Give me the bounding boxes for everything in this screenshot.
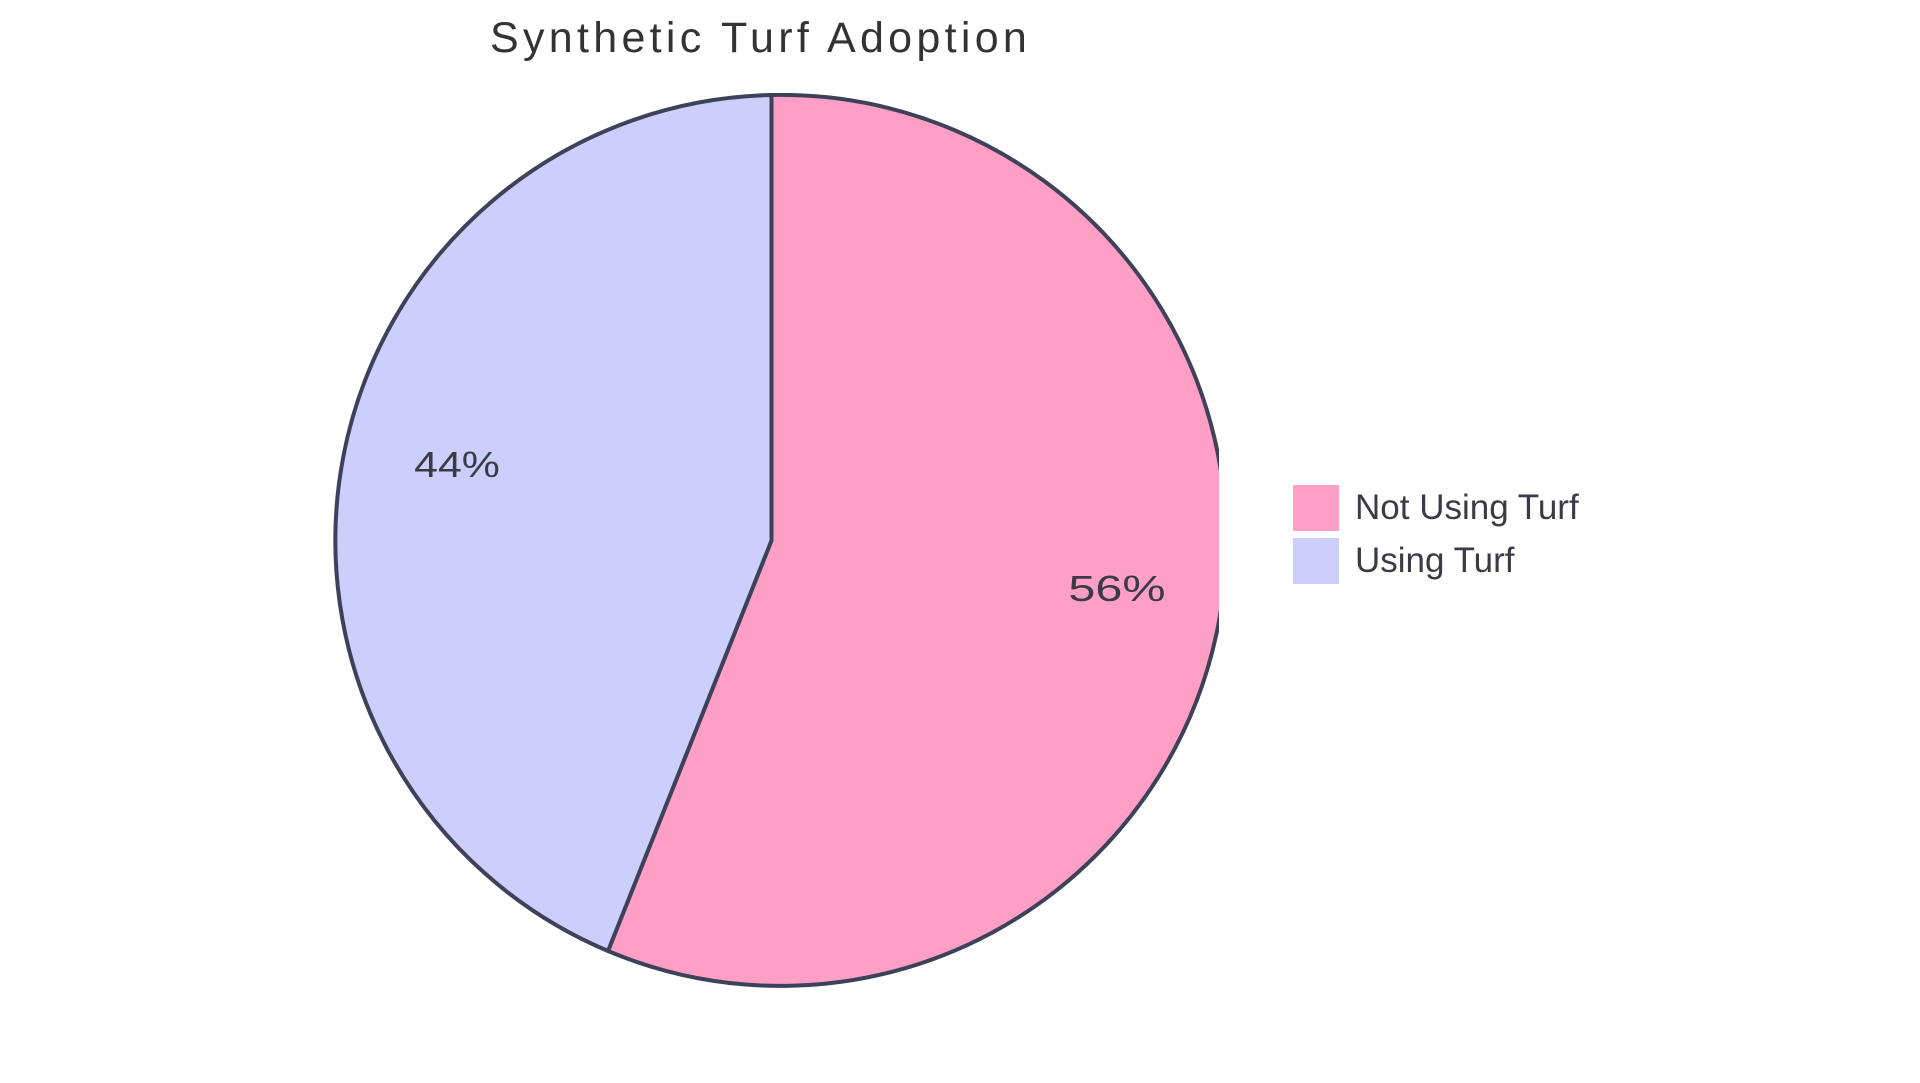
svg-text:56%: 56%: [1068, 569, 1165, 609]
svg-text:44%: 44%: [414, 445, 500, 485]
